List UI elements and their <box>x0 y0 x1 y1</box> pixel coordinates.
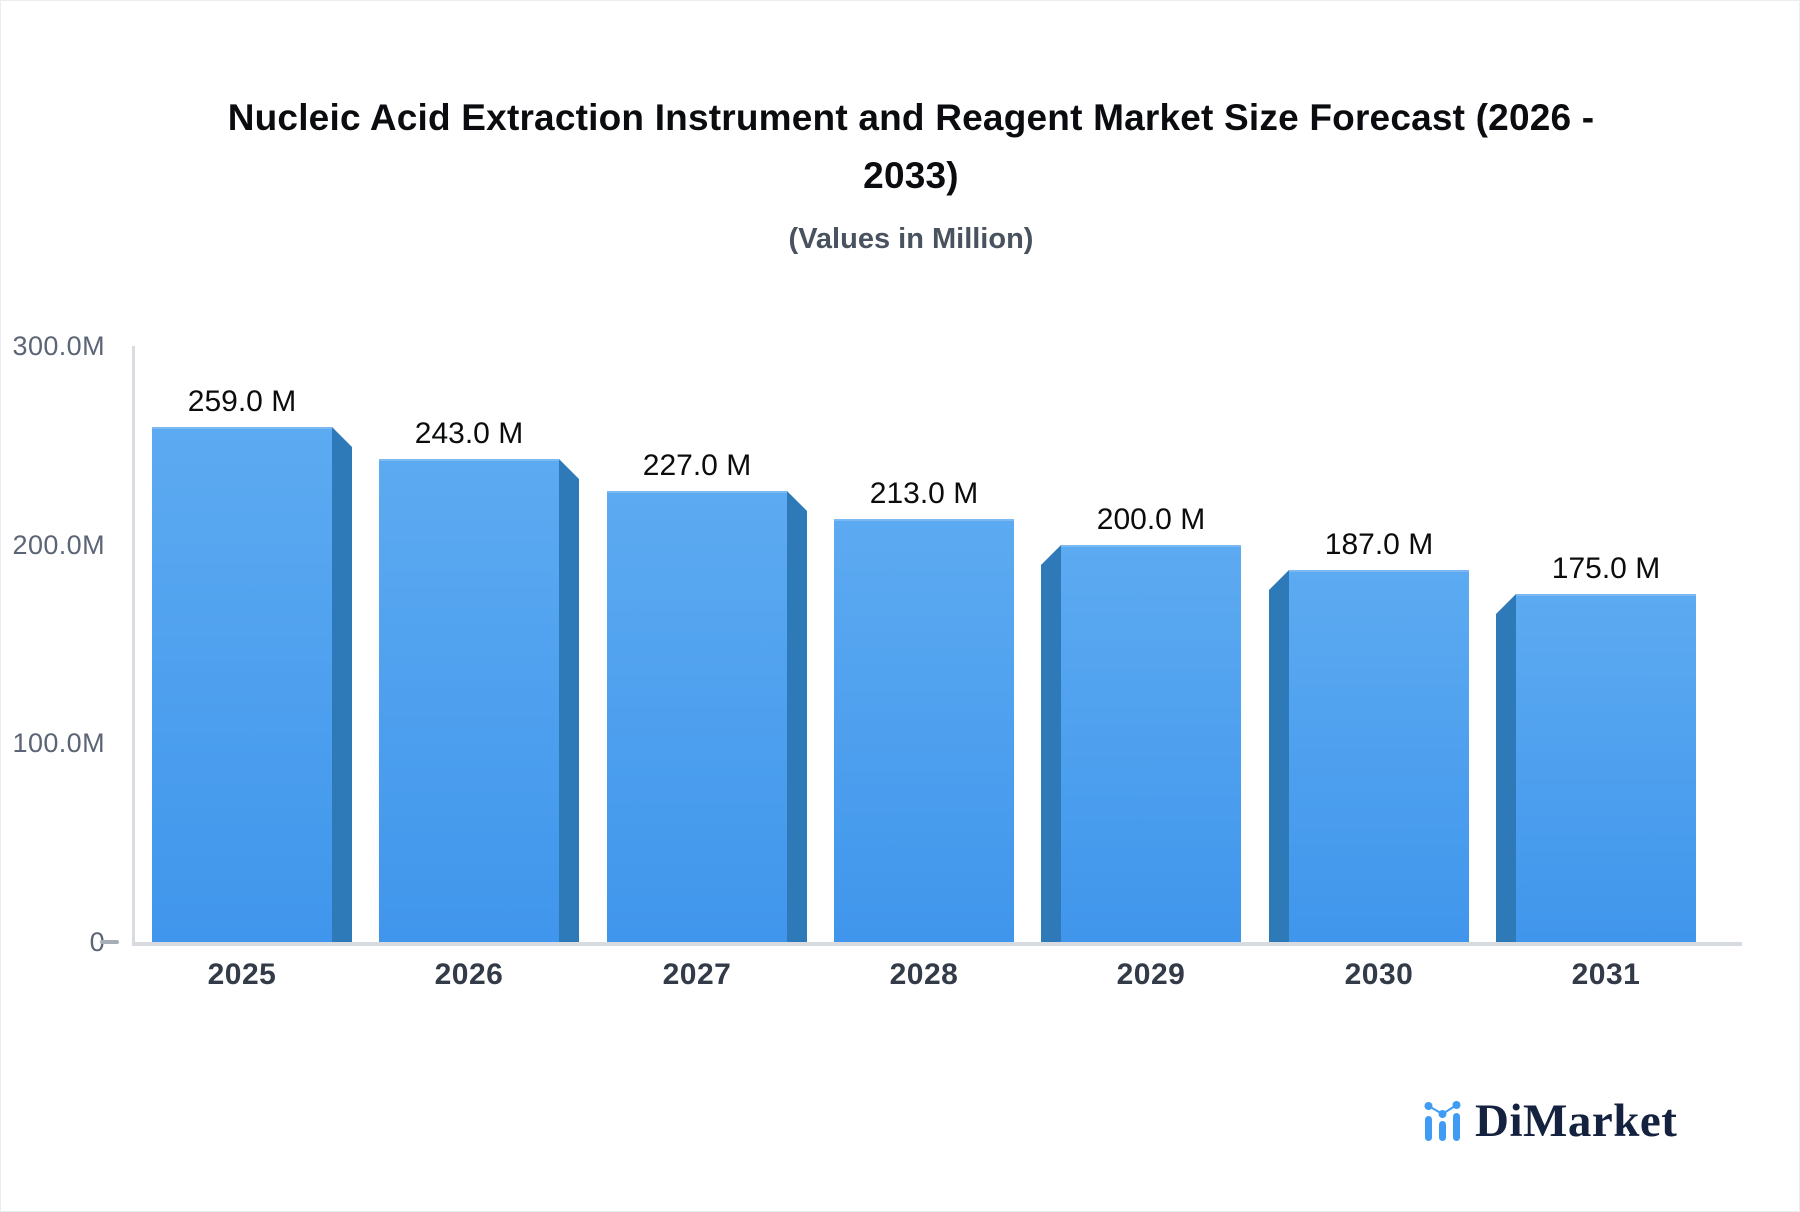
bar-side-2027 <box>787 491 807 942</box>
brand-logo: DiMarket <box>1419 1096 1677 1146</box>
bar-2029 <box>1061 545 1241 942</box>
bar-value-label-2027: 227.0 M <box>642 449 752 482</box>
chart-header: Nucleic Acid Extraction Instrument and R… <box>111 89 1711 259</box>
y-axis-tick-300.0M: 300.0M <box>12 331 105 361</box>
bar-side-2026 <box>559 459 579 942</box>
y-axis-tick-0: 0 <box>89 927 105 957</box>
y-axis-tick-200.0M: 200.0M <box>12 529 105 560</box>
chart-title-line2: 2033) <box>863 155 959 196</box>
bar-2027 <box>607 491 787 942</box>
zero-tick-mark <box>100 940 119 944</box>
brand-logo-text: DiMarket <box>1475 1095 1678 1147</box>
bar-value-label-2028: 213.0 M <box>869 477 979 510</box>
x-axis-label-2031: 2031 <box>1571 958 1641 991</box>
bar-value-label-2025: 259.0 M <box>187 385 297 418</box>
x-axis-label-2026: 2026 <box>434 958 504 991</box>
bar-2025 <box>152 427 332 942</box>
x-axis-line <box>132 942 1742 946</box>
bar-2028 <box>834 519 1014 942</box>
chart-title-line1: Nucleic Acid Extraction Instrument and R… <box>227 97 1595 138</box>
x-axis-label-2027: 2027 <box>662 958 732 991</box>
x-axis-label-2030: 2030 <box>1344 958 1414 991</box>
x-axis-label-2028: 2028 <box>889 958 959 991</box>
bar-side-2029 <box>1041 545 1061 942</box>
bar-side-2031 <box>1496 594 1516 942</box>
bar-value-label-2026: 243.0 M <box>414 417 524 450</box>
bar-value-label-2029: 200.0 M <box>1096 503 1206 536</box>
bar-value-label-2030: 187.0 M <box>1324 528 1434 561</box>
bar-2031 <box>1516 594 1696 942</box>
bar-side-2030 <box>1269 570 1289 942</box>
y-axis-tick-100.0M: 100.0M <box>12 728 105 759</box>
x-axis-label-2025: 2025 <box>207 958 277 991</box>
bar-side-2025 <box>332 427 352 942</box>
bar-2026 <box>379 459 559 942</box>
chart-title: Nucleic Acid Extraction Instrument and R… <box>111 89 1711 205</box>
x-axis-label-2029: 2029 <box>1116 958 1186 991</box>
bar-value-label-2031: 175.0 M <box>1551 552 1661 585</box>
bar-2030 <box>1289 570 1469 942</box>
y-axis-line <box>132 346 135 946</box>
bar-chart-logo-icon <box>1424 1101 1461 1141</box>
chart-subtitle: (Values in Million) <box>788 223 1034 255</box>
